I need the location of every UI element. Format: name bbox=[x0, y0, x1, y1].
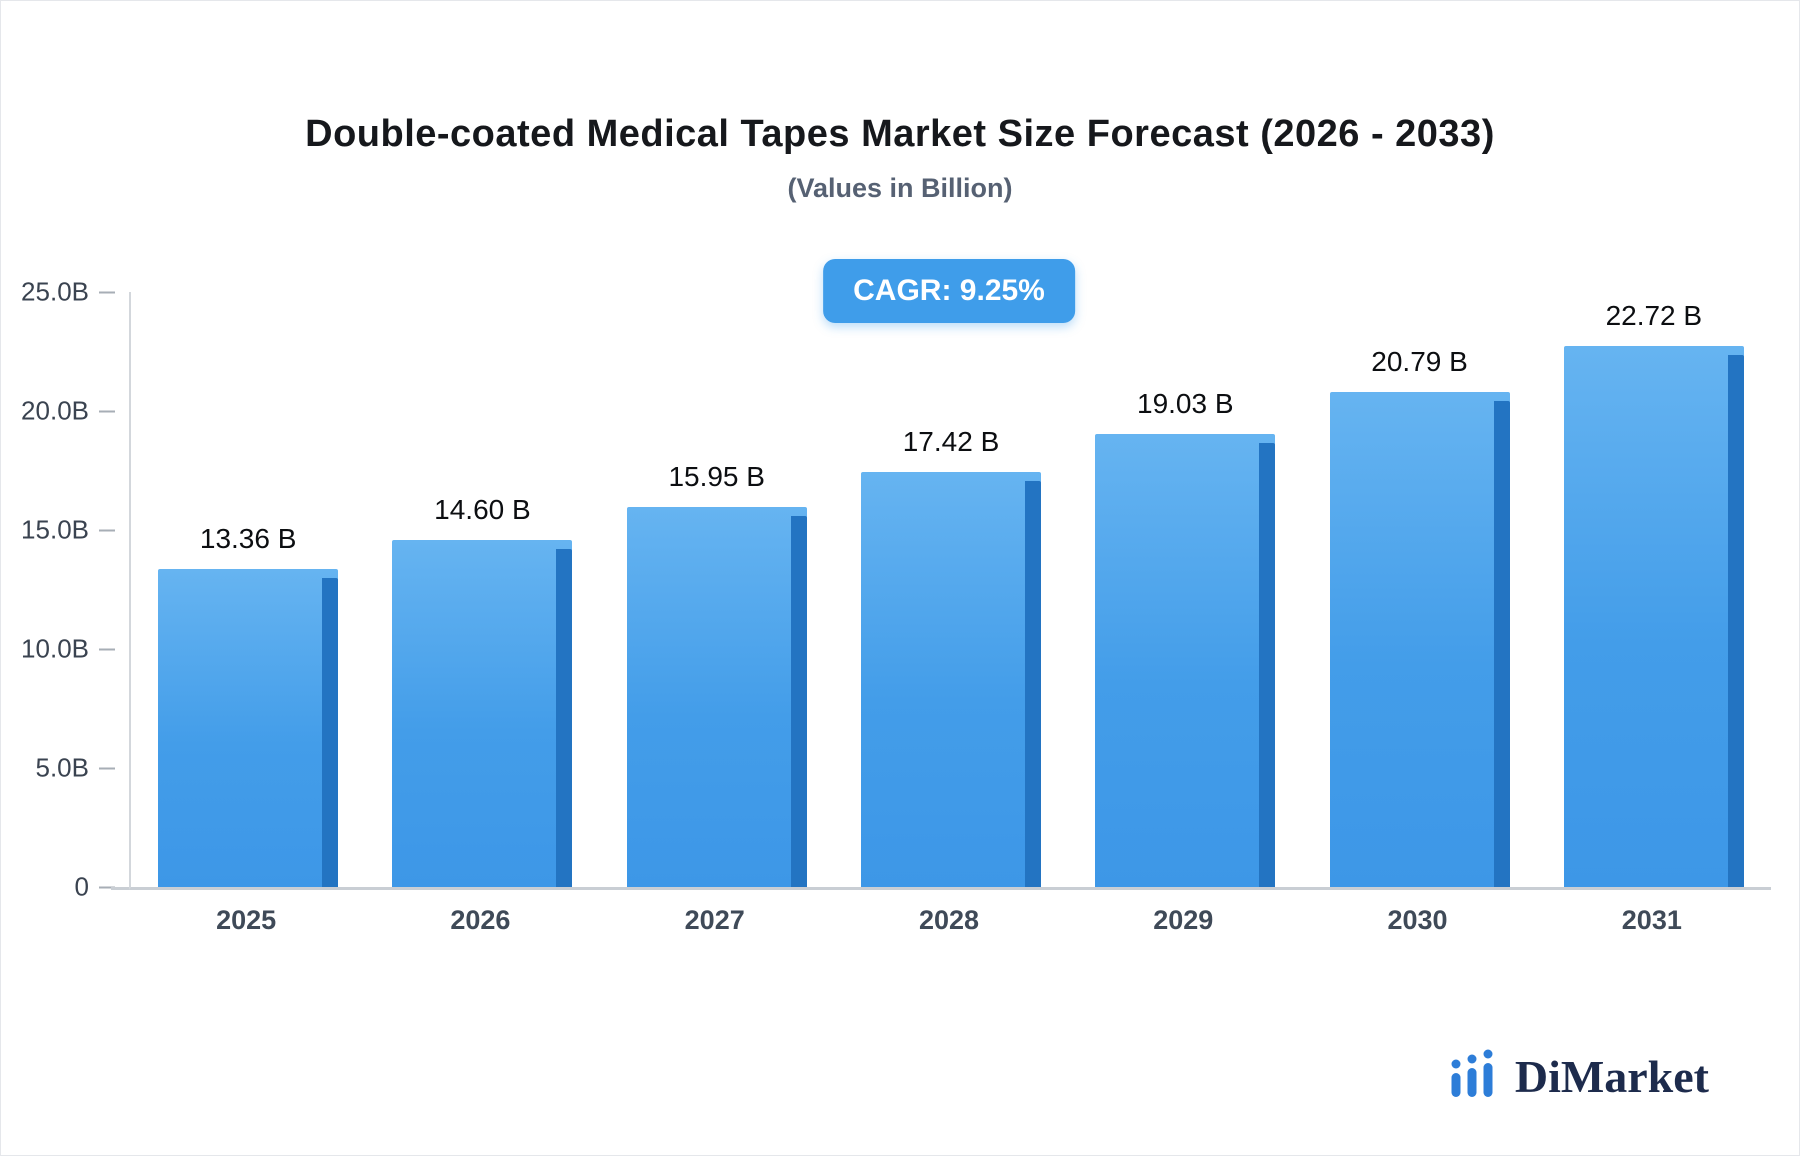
dimarket-logo-icon bbox=[1447, 1047, 1501, 1106]
y-axis-tick: 25.0B bbox=[21, 277, 115, 308]
x-axis-label: 2029 bbox=[1153, 905, 1214, 935]
bar-value-label: 14.60 B bbox=[434, 493, 531, 525]
y-axis-tick-label: 25.0B bbox=[21, 276, 89, 307]
bar-value-label: 22.72 B bbox=[1605, 300, 1703, 332]
y-axis-tick: 5.0B bbox=[35, 752, 115, 784]
plot-area: 13.36 B 14.60 B 15.95 B 17.42 B 19.03 B 20.79… bbox=[111, 292, 1771, 890]
y-axis-tick: 20.0B bbox=[21, 396, 115, 427]
bar-3d-edge bbox=[556, 548, 573, 887]
bar-group: 19.03 B bbox=[1068, 292, 1302, 887]
y-axis-tick: 15.0B bbox=[21, 515, 115, 546]
bar-value-label: 13.36 B bbox=[199, 523, 297, 555]
y-axis-tick-mark bbox=[99, 886, 115, 888]
bar-value-label: 17.42 B bbox=[902, 426, 1000, 458]
bar-3d-edge bbox=[1259, 443, 1276, 887]
y-axis-tick-label: 15.0B bbox=[21, 514, 89, 545]
cagr-badge: CAGR: 9.25% bbox=[823, 259, 1075, 323]
bar: 22.72 B bbox=[1563, 300, 1744, 887]
y-axis-tick-label: 0 bbox=[74, 871, 89, 902]
y-axis: 0 5.0B 10.0B 15.0B 20.0B 25.0B bbox=[1, 277, 121, 902]
y-axis-tick-mark bbox=[99, 291, 115, 293]
bar-value-label: 20.79 B bbox=[1371, 346, 1468, 378]
chart-title: Double-coated Medical Tapes Market Size … bbox=[305, 113, 1495, 155]
bar-3d-edge bbox=[1727, 355, 1744, 887]
y-axis-tick: 10.0B bbox=[21, 634, 115, 665]
dimarket-logo-text: DiMarket bbox=[1514, 1051, 1709, 1102]
x-axis-labels: 2025 2026 2027 2028 2029 2030 2031 bbox=[129, 905, 1769, 936]
x-axis-label: 2030 bbox=[1387, 905, 1448, 935]
bar-3d-edge bbox=[790, 516, 807, 887]
y-axis-tick-mark bbox=[99, 410, 115, 412]
bar-group: 14.60 B bbox=[365, 292, 599, 887]
bar: 13.36 B bbox=[158, 523, 339, 887]
x-axis-label: 2027 bbox=[684, 905, 745, 935]
bar-value-label: 15.95 B bbox=[668, 461, 765, 493]
chart-subtitle: (Values in Billion) bbox=[787, 173, 1013, 203]
bar: 14.60 B bbox=[392, 494, 573, 887]
bar: 19.03 B bbox=[1095, 388, 1276, 887]
x-axis-label: 2025 bbox=[216, 905, 277, 935]
bar-group: 20.79 B bbox=[1302, 292, 1536, 887]
y-axis-tick-label: 10.0B bbox=[21, 633, 89, 664]
y-axis-tick-mark bbox=[99, 767, 115, 769]
bars: 13.36 B 14.60 B 15.95 B 17.42 B 19.03 B 20.79… bbox=[131, 292, 1771, 887]
bar-3d-edge bbox=[322, 578, 339, 887]
bar: 17.42 B bbox=[860, 426, 1041, 887]
x-axis-label: 2028 bbox=[918, 905, 980, 935]
x-axis-label: 2026 bbox=[450, 905, 511, 935]
dimarket-logo: DiMarket bbox=[1447, 1047, 1709, 1106]
y-axis-tick-mark bbox=[99, 529, 115, 531]
y-axis-tick-label: 20.0B bbox=[21, 395, 89, 426]
bar-3d-edge bbox=[1024, 481, 1041, 887]
bar-group: 22.72 B bbox=[1537, 292, 1771, 887]
bar: 15.95 B bbox=[626, 461, 807, 887]
y-axis-tick-label: 5.0B bbox=[35, 752, 90, 783]
bar-group: 17.42 B bbox=[834, 292, 1068, 887]
y-axis-tick: 0 bbox=[75, 872, 115, 903]
x-axis-label: 2031 bbox=[1621, 905, 1682, 935]
bar-3d-edge bbox=[1493, 401, 1510, 887]
bar-group: 15.95 B bbox=[600, 292, 834, 887]
y-axis-tick-mark bbox=[99, 648, 115, 650]
bar: 20.79 B bbox=[1329, 346, 1510, 887]
bar-group: 13.36 B bbox=[131, 292, 365, 887]
bar-value-label: 19.03 B bbox=[1137, 388, 1234, 420]
